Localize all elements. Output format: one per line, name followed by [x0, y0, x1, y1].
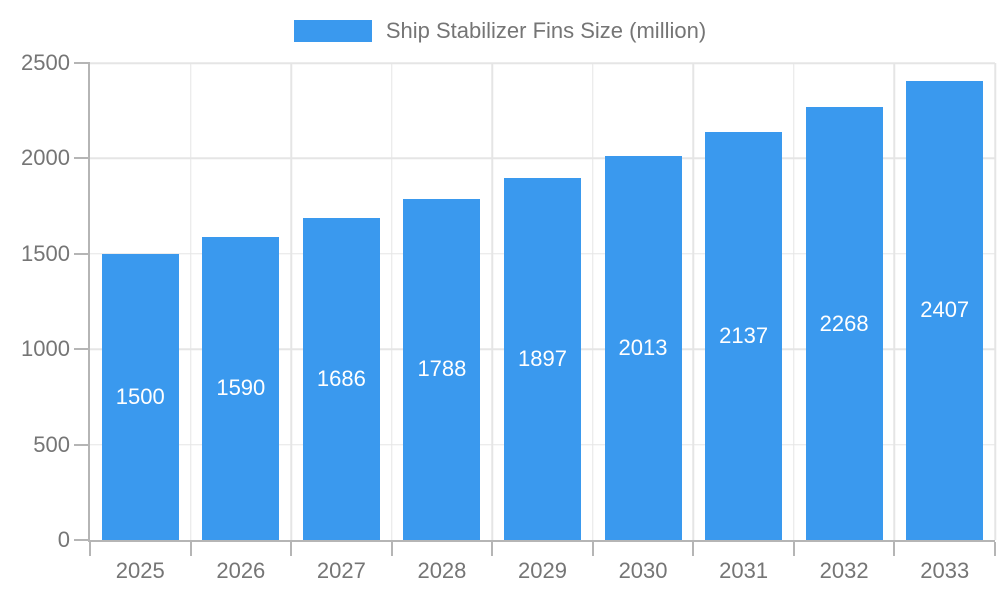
bar-value-label: 1897 [518, 346, 567, 372]
x-axis-tick [994, 542, 996, 556]
x-gridline [491, 63, 493, 540]
y-axis-label: 2000 [21, 145, 70, 171]
x-gridline [893, 63, 896, 540]
bar-2025: 1500 [101, 253, 179, 540]
bar-2029: 1897 [504, 178, 581, 540]
y-axis-label: 500 [33, 431, 70, 457]
x-axis-tick [390, 542, 393, 556]
x-axis-label: 2031 [719, 558, 769, 583]
bar-value-label: 2013 [618, 334, 668, 360]
bar-2027: 1686 [302, 218, 380, 540]
x-axis-tick [290, 542, 293, 556]
y-axis-label: 1000 [21, 336, 70, 362]
chart-legend: Ship Stabilizer Fins Size (million) [0, 18, 1000, 44]
y-axis-tick [74, 348, 90, 351]
x-gridline [793, 63, 795, 540]
y-axis-label: 1500 [21, 240, 70, 266]
bar-value-label: 2407 [920, 297, 970, 323]
y-gridline [90, 62, 995, 64]
bar-2028: 1788 [403, 198, 481, 540]
x-axis-tick [189, 542, 192, 556]
x-axis-tick [89, 542, 91, 556]
x-axis-label: 2027 [316, 558, 366, 583]
bar-value-label: 2137 [719, 323, 769, 349]
y-axis-tick [74, 539, 90, 541]
y-axis-tick [74, 157, 90, 160]
bar-2030: 2013 [604, 155, 682, 540]
legend-label: Ship Stabilizer Fins Size (million) [385, 18, 707, 43]
y-axis-label: 0 [57, 527, 70, 552]
plot-area: 1500 1590 1686 1788 1897 2013 2137 2268 2407 0 50… [21, 50, 996, 583]
bar-value-label: 2268 [819, 310, 869, 336]
y-gridline [90, 157, 995, 160]
bar-2032: 2268 [805, 107, 883, 540]
bar-2026: 1590 [202, 236, 280, 540]
x-gridline [390, 63, 393, 540]
bar-2033: 2407 [906, 80, 984, 540]
x-gridline [692, 63, 695, 540]
x-axis-tick [591, 542, 594, 556]
x-axis-tick [792, 542, 795, 556]
bar-2031: 2137 [705, 132, 783, 540]
bar-value-label: 1788 [417, 356, 467, 382]
x-axis-label: 2033 [920, 558, 970, 583]
y-axis-tick [74, 252, 90, 255]
x-axis-label: 2028 [417, 558, 467, 583]
x-axis-tick [893, 542, 896, 556]
x-gridline [994, 63, 996, 540]
x-axis-label: 2032 [819, 558, 869, 583]
x-axis-tick [692, 542, 695, 556]
x-axis-tick [491, 542, 494, 556]
bar-value-label: 1590 [216, 375, 266, 401]
bar-value-label: 1500 [115, 383, 165, 409]
x-axis-label: 2025 [115, 558, 165, 583]
x-axis-label: 2026 [216, 558, 266, 583]
y-axis-tick [74, 62, 90, 64]
legend-swatch [293, 20, 372, 42]
x-gridline [592, 63, 594, 540]
x-gridline [290, 63, 292, 540]
y-axis-label: 2500 [21, 50, 70, 75]
x-axis-label: 2030 [618, 558, 668, 583]
y-axis-tick [74, 443, 90, 446]
x-axis-label: 2029 [518, 558, 567, 583]
bar-value-label: 1686 [316, 366, 366, 392]
x-gridline [189, 63, 192, 540]
